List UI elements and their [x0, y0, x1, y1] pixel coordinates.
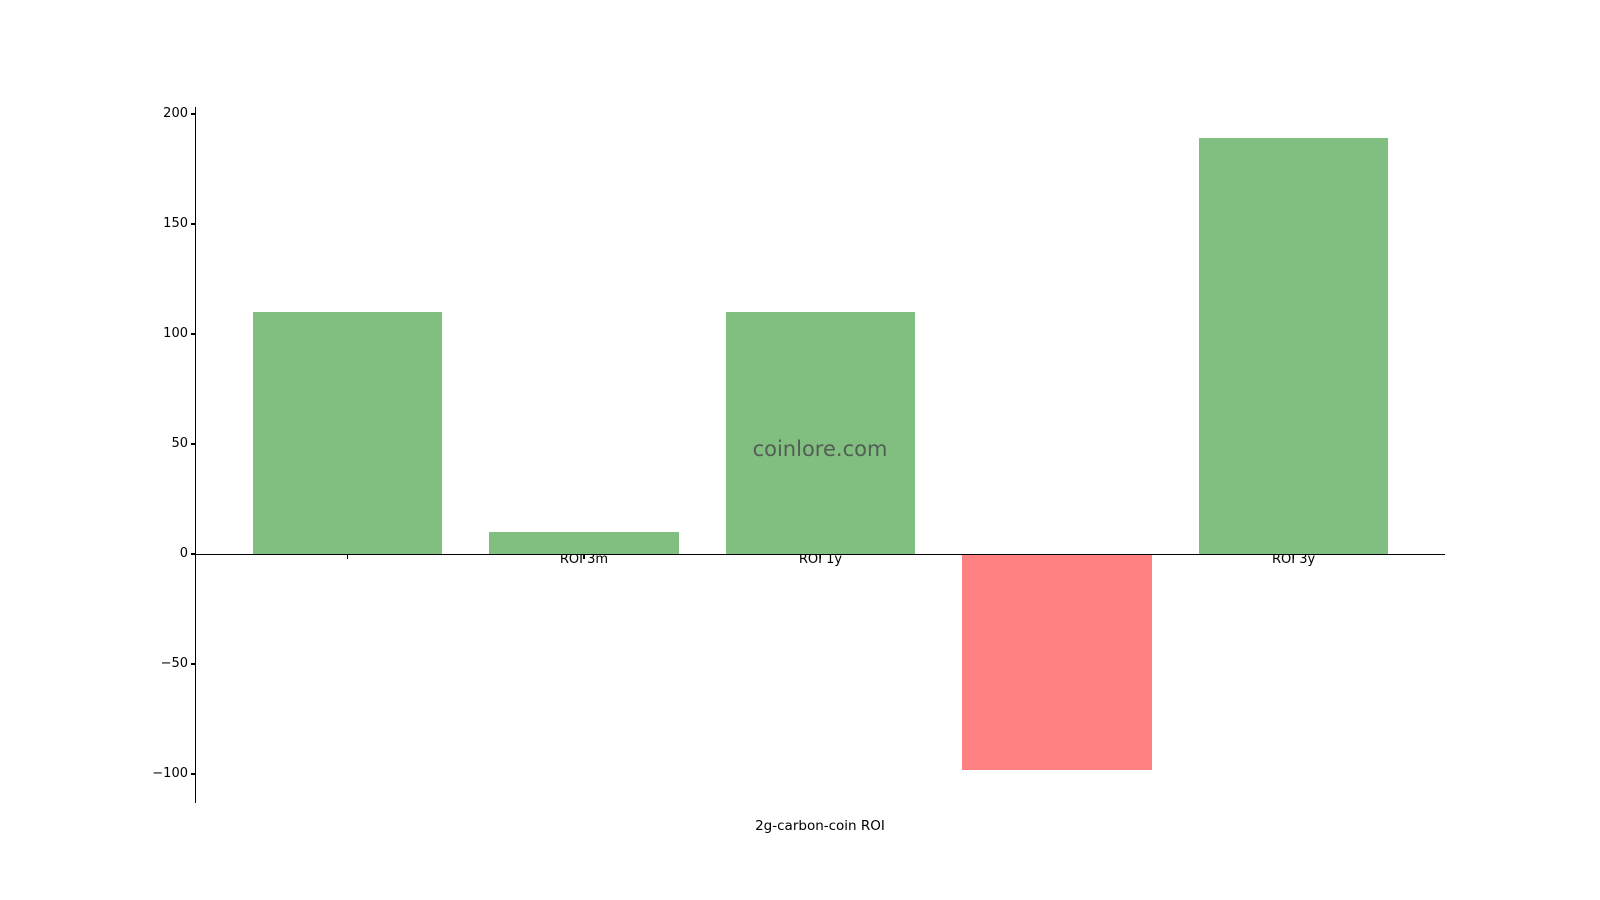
y-tick-mark	[191, 223, 195, 225]
chart-title: 2g-carbon-coin ROI	[755, 818, 885, 834]
y-tick-label: 50	[171, 436, 188, 451]
y-tick-mark	[191, 443, 195, 445]
y-tick-label: −100	[152, 766, 188, 781]
y-tick-mark	[191, 113, 195, 115]
x-tick-label: ROI 3y	[1271, 552, 1316, 567]
y-axis-spine	[195, 107, 197, 803]
watermark: coinlore.com	[752, 437, 888, 461]
x-tick-mark	[819, 554, 822, 559]
y-tick-label: −50	[160, 656, 188, 671]
y-tick-label: 150	[163, 216, 188, 231]
y-tick-label: 100	[163, 326, 188, 341]
y-tick-mark	[191, 333, 195, 335]
negative-roi-bar	[962, 554, 1152, 771]
x-axis-line	[196, 553, 1445, 555]
positive-roi-bar	[489, 532, 679, 554]
x-tick-label: ROI 3m	[559, 552, 609, 567]
y-tick-label: 200	[163, 106, 188, 121]
y-tick-label: 0	[179, 546, 188, 561]
x-tick-mark	[346, 554, 348, 559]
x-tick-mark	[1293, 554, 1295, 559]
positive-roi-bar	[725, 312, 916, 554]
positive-roi-bar	[252, 312, 442, 554]
y-tick-mark	[191, 663, 195, 665]
positive-roi-bar	[1198, 138, 1389, 554]
y-tick-mark	[191, 773, 195, 775]
x-tick-mark	[583, 554, 585, 559]
y-tick-mark	[191, 553, 195, 555]
x-tick-label: ROI 1y	[798, 552, 843, 567]
